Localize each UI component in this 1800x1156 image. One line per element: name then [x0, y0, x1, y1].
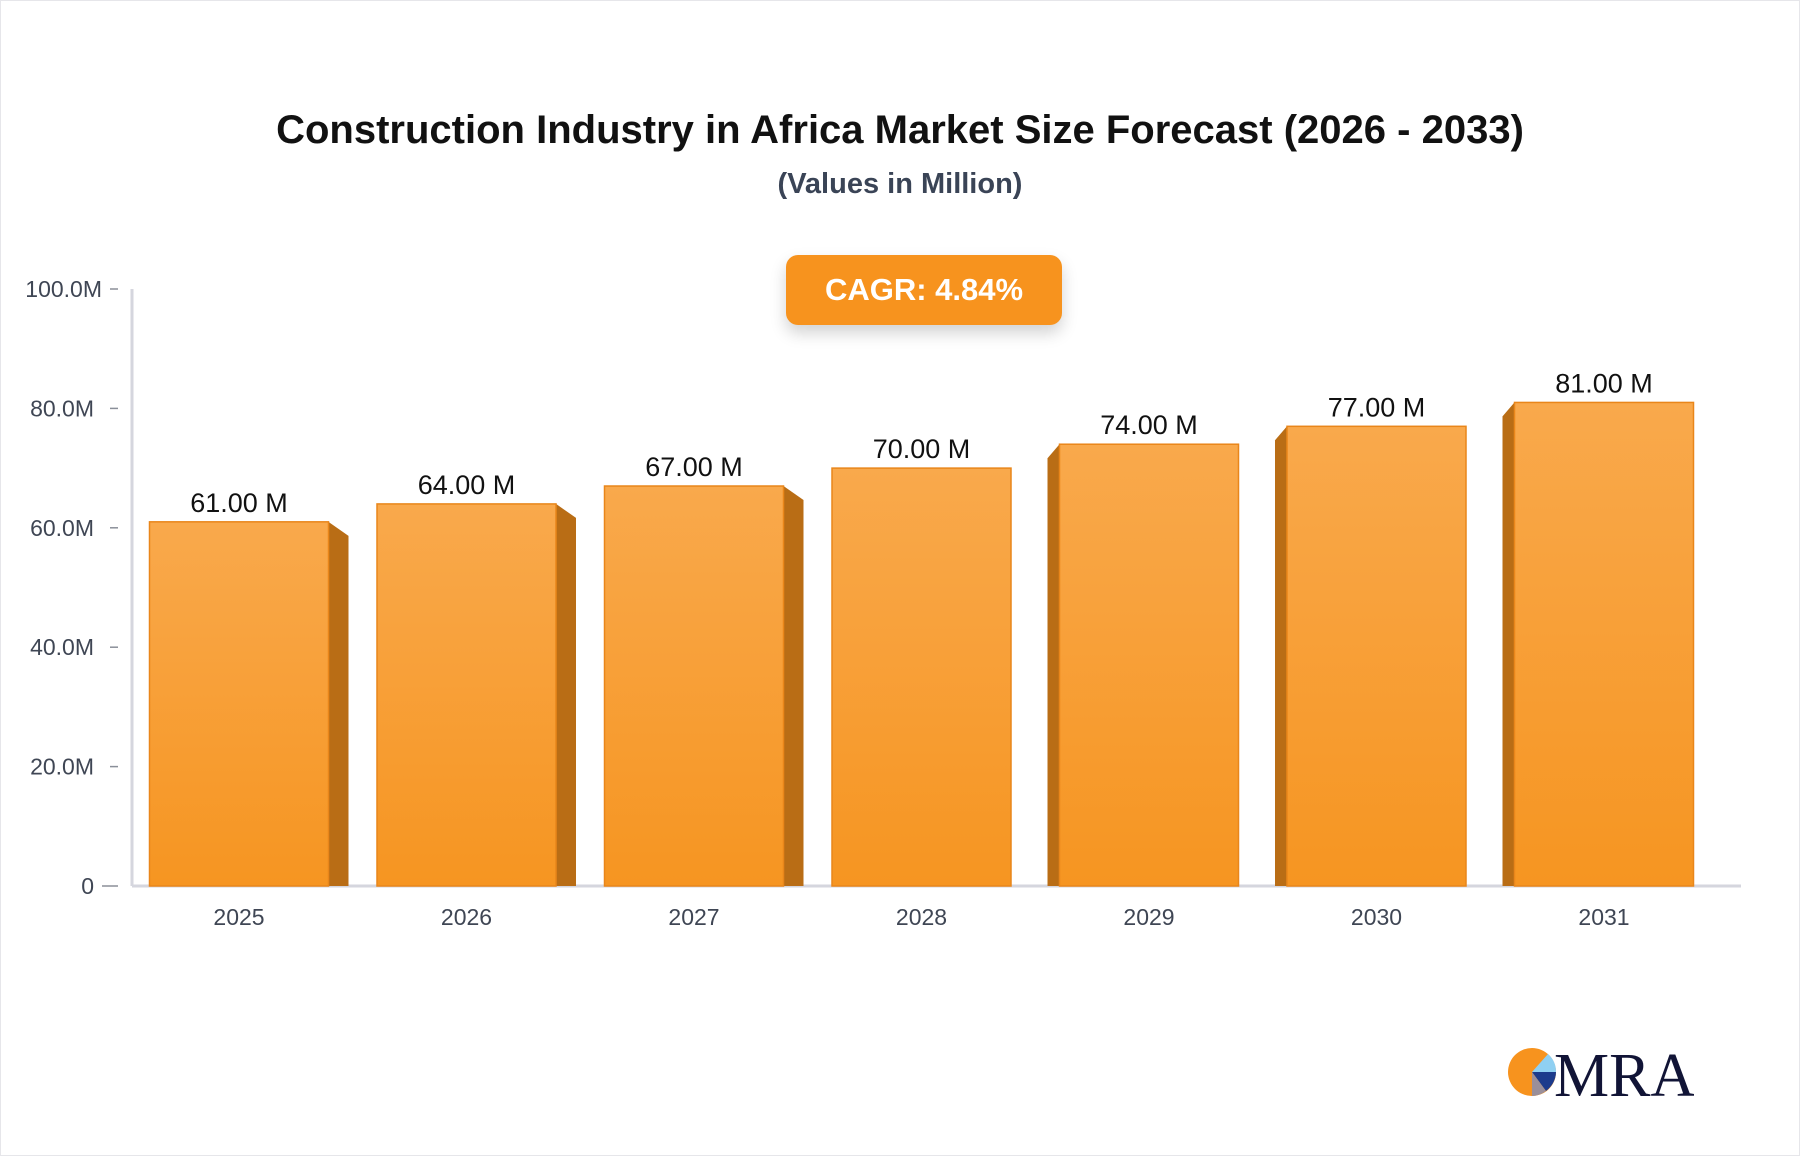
y-tick-label: 60.0M: [30, 515, 94, 541]
bar: [1513, 401, 1695, 887]
data-label: 77.00 M: [1328, 392, 1426, 422]
mra-logo: MRA: [1504, 1040, 1695, 1110]
x-tick-label: 2029: [1123, 904, 1174, 930]
y-tick-label: 20.0M: [30, 754, 94, 780]
y-tick-label: 80.0M: [30, 395, 94, 421]
bar: [148, 521, 330, 887]
y-tick-label: 100.0M: [25, 276, 102, 302]
x-tick-label: 2027: [668, 904, 719, 930]
data-label: 67.00 M: [645, 452, 743, 482]
bar: [376, 503, 557, 887]
bar: [1286, 425, 1467, 887]
bar-side: [1502, 402, 1515, 886]
bar: [831, 467, 1012, 887]
data-label: 70.00 M: [873, 434, 971, 464]
chart-title: Construction Industry in Africa Market S…: [276, 108, 1524, 152]
bar-side: [1047, 444, 1060, 886]
bar-side: [328, 521, 349, 886]
x-tick-label: 2025: [213, 904, 264, 930]
logo-text: MRA: [1554, 1042, 1694, 1104]
bar: [603, 485, 785, 887]
bar-side: [783, 486, 804, 886]
y-tick-label: 40.0M: [30, 634, 94, 660]
data-label: 74.00 M: [1100, 410, 1198, 440]
x-tick-label: 2030: [1351, 904, 1402, 930]
y-tick-label: 0: [81, 873, 94, 899]
cagr-badge: CAGR: 4.84%: [786, 255, 1062, 325]
x-tick-label: 2026: [441, 904, 492, 930]
bar: [1058, 443, 1240, 887]
bar-side: [1275, 426, 1287, 886]
x-tick-label: 2028: [896, 904, 947, 930]
data-label: 64.00 M: [418, 470, 516, 500]
data-label: 61.00 M: [190, 488, 288, 518]
data-label: 81.00 M: [1555, 368, 1653, 398]
chart-subtitle: (Values in Million): [777, 168, 1023, 200]
bar-side: [556, 503, 576, 886]
x-tick-label: 2031: [1578, 904, 1629, 930]
